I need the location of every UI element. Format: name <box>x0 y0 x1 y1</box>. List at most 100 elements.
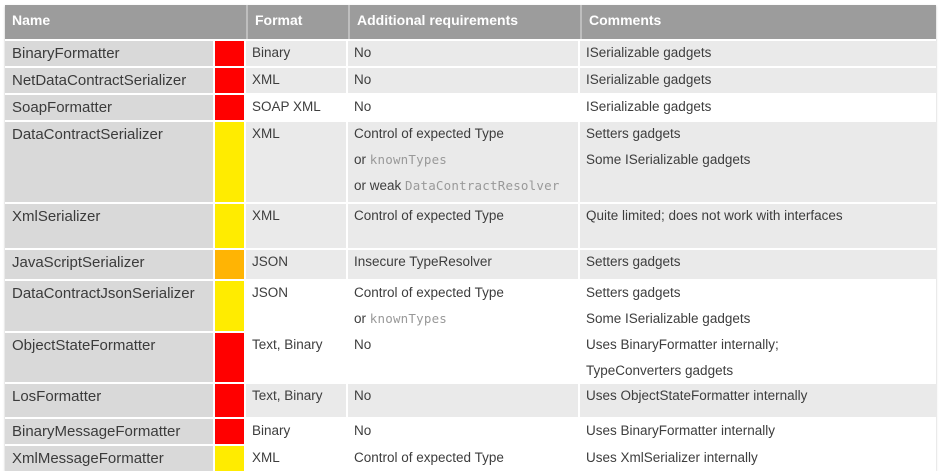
comments-cell: Setters gadgets Some ISerializable gadget… <box>580 281 936 331</box>
text-segment: No <box>354 72 372 87</box>
comments-cell: Quite limited; does not work with interf… <box>580 204 936 248</box>
requirements-cell: No <box>348 68 578 93</box>
requirements-cell: No <box>348 41 578 66</box>
text-segment: ISerializable gadgets <box>586 72 712 87</box>
text-segment: Insecure TypeResolver <box>354 254 492 269</box>
column-header-name: Name <box>12 12 51 28</box>
text-segment: Uses ObjectStateFormatter internally <box>586 388 808 403</box>
column-header-format: Format <box>246 5 348 39</box>
red-risk-swatch <box>215 68 244 93</box>
red-risk-swatch <box>215 41 244 66</box>
requirements-cell: Control of expected Type <box>348 446 578 471</box>
name-cell: NetDataContractSerializer <box>5 68 213 93</box>
format-cell: XML <box>246 68 346 93</box>
name-cell: XmlMessageFormatter <box>5 446 213 471</box>
red-risk-swatch <box>215 419 244 444</box>
table-row: XmlSerializer XML Control of expected Type… <box>5 204 936 248</box>
comments-cell: Uses ObjectStateFormatter internally <box>580 384 936 417</box>
name-cell: DataContractJsonSerializer <box>5 281 213 331</box>
table-row: DataContractSerializer XML Control of expe… <box>5 122 936 202</box>
table-row: LosFormatter Text, Binary No Uses ObjectSta… <box>5 384 936 417</box>
text-segment: Control of expected Type <box>354 450 504 465</box>
text-segment: Control of expected Type <box>354 208 504 223</box>
yellow-risk-swatch <box>215 281 244 331</box>
format-cell: JSON <box>246 250 346 279</box>
name-cell: ObjectStateFormatter <box>5 333 213 382</box>
text-segment: Quite limited; does not work with interf… <box>586 208 843 223</box>
name-cell: LosFormatter <box>5 384 213 417</box>
requirements-cell: No <box>348 384 578 417</box>
text-segment: Uses XmlSerializer internally <box>586 450 758 465</box>
requirements-cell: Control of expected Type <box>348 204 578 248</box>
format-cell: XML <box>246 204 346 248</box>
text-segment: No <box>354 388 372 403</box>
slide-canvas: Name Format Additional requirements Comm… <box>5 5 936 471</box>
name-cell: XmlSerializer <box>5 204 213 248</box>
comments-cell: Uses XmlSerializer internally <box>580 446 936 471</box>
requirements-cell: No <box>348 95 578 120</box>
comments-cell: Uses BinaryFormatter internally; TypeConv… <box>580 333 936 382</box>
table-row: ObjectStateFormatter Text, Binary No Uses B… <box>5 333 936 382</box>
text-segment: No <box>354 337 372 352</box>
text-segment: Setters gadgets <box>586 254 681 269</box>
comments-cell: Setters gadgets <box>580 250 936 279</box>
requirements-cell: No <box>348 333 578 382</box>
text-segment: TypeConverters gadgets <box>586 363 734 378</box>
requirements-cell: Insecure TypeResolver <box>348 250 578 279</box>
text-segment: or <box>354 311 370 326</box>
requirements-cell: No <box>348 419 578 444</box>
format-cell: JSON <box>246 281 346 331</box>
yellow-risk-swatch <box>215 204 244 248</box>
text-segment: No <box>354 423 372 438</box>
column-header-comments: Comments <box>580 5 936 39</box>
comments-cell: ISerializable gadgets <box>580 41 936 66</box>
yellow-risk-swatch <box>215 446 244 471</box>
text-segment: Some ISerializable gadgets <box>586 152 751 167</box>
format-cell: Text, Binary <box>246 384 346 417</box>
format-cell: XML <box>246 446 346 471</box>
requirements-cell: Control of expected Type or knownTypes <box>348 281 578 331</box>
text-segment: Uses BinaryFormatter internally; <box>586 337 779 352</box>
text-segment: No <box>354 45 372 60</box>
code-segment: knownTypes <box>369 311 448 326</box>
comments-cell: Uses BinaryFormatter internally <box>580 419 936 444</box>
text-segment: or weak <box>354 178 406 193</box>
name-cell: JavaScriptSerializer <box>5 250 213 279</box>
red-risk-swatch <box>215 95 244 120</box>
table-row: JavaScriptSerializer JSON Insecure TypeRes… <box>5 250 936 279</box>
orange-risk-swatch <box>215 250 244 279</box>
text-segment: ISerializable gadgets <box>586 99 712 114</box>
column-header-additional-requirements: Additional requirements <box>348 5 580 39</box>
text-segment: Uses BinaryFormatter internally <box>586 423 776 438</box>
text-segment: ISerializable gadgets <box>586 45 712 60</box>
text-segment: Setters gadgets <box>586 285 681 300</box>
table-row: BinaryMessageFormatter Binary No Uses Binar… <box>5 419 936 444</box>
format-cell: Binary <box>246 419 346 444</box>
table-row: DataContractJsonSerializer JSON Control of… <box>5 281 936 331</box>
format-cell: XML <box>246 122 346 202</box>
red-risk-swatch <box>215 333 244 382</box>
table-row: NetDataContractSerializer XML No ISerializa… <box>5 68 936 93</box>
format-cell: Text, Binary <box>246 333 346 382</box>
name-cell: DataContractSerializer <box>5 122 213 202</box>
table-header-row: Name Format Additional requirements Comm… <box>5 5 936 39</box>
code-segment: DataContractResolver <box>405 178 560 193</box>
table-body: BinaryFormatter Binary No ISerializable gad… <box>5 41 936 471</box>
text-segment: or <box>354 152 370 167</box>
text-segment: Setters gadgets <box>586 126 681 141</box>
text-segment: Control of expected Type <box>354 285 504 300</box>
text-segment: Control of expected Type <box>354 126 504 141</box>
comments-cell: Setters gadgets Some ISerializable gadget… <box>580 122 936 202</box>
table-row: XmlMessageFormatter XML Control of expecte… <box>5 446 936 471</box>
name-cell: SoapFormatter <box>5 95 213 120</box>
format-cell: SOAP XML <box>246 95 346 120</box>
yellow-risk-swatch <box>215 122 244 202</box>
text-segment: No <box>354 99 372 114</box>
text-segment: Some ISerializable gadgets <box>586 311 751 326</box>
serializers-table: Name Format Additional requirements Comm… <box>5 5 936 471</box>
name-cell: BinaryMessageFormatter <box>5 419 213 444</box>
code-segment: knownTypes <box>369 152 448 167</box>
table-row: SoapFormatter SOAP XML No ISerializable gad… <box>5 95 936 120</box>
red-risk-swatch <box>215 384 244 417</box>
format-cell: Binary <box>246 41 346 66</box>
